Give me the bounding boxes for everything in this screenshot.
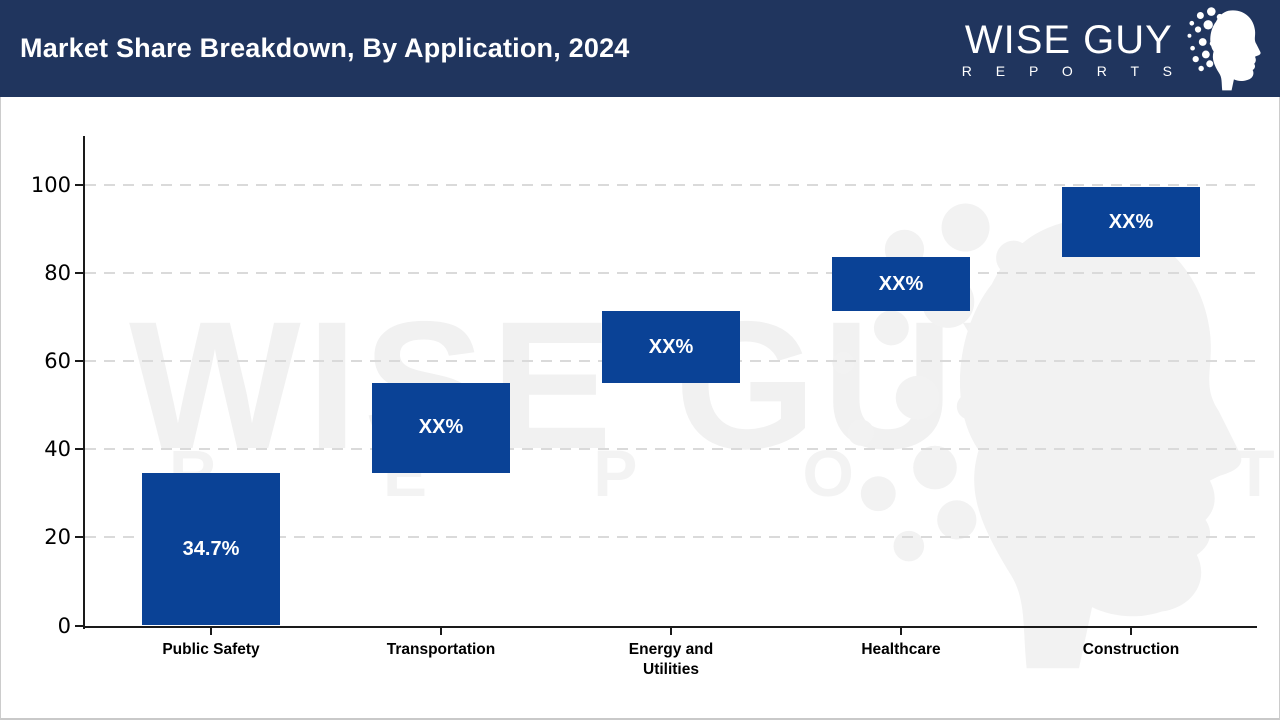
- ytick-mark-0: [75, 624, 83, 627]
- ytick-label-100: 100: [30, 173, 71, 197]
- gridline-100: [85, 184, 1256, 186]
- xtick-mark-public-safety: [210, 627, 212, 635]
- xtick-mark-healthcare: [900, 627, 902, 635]
- bar-transportation: XX%: [372, 383, 510, 473]
- header-bar: Market Share Breakdown, By Application, …: [0, 0, 1280, 97]
- xtick-mark-transportation: [440, 627, 442, 635]
- bar-value-label-construction: XX%: [1108, 210, 1154, 233]
- logo-subtext: R E P O R T S: [961, 62, 1182, 79]
- xtick-label-transportation: Transportation: [386, 640, 496, 658]
- xtick-label-healthcare: Healthcare: [861, 640, 941, 658]
- x-axis: [83, 625, 1257, 628]
- wiseguy-logo: WISE GUY R E P O R T S: [956, 6, 1262, 92]
- xtick-label-energy-and-utilities: Energy and Utilities: [628, 640, 714, 679]
- ytick-mark-80: [75, 272, 83, 275]
- ytick-mark-60: [75, 360, 83, 363]
- gridline-40: [85, 448, 1256, 451]
- bar-value-label-energy-and-utilities: XX%: [648, 335, 694, 358]
- bar-value-label-public-safety: 34.7%: [182, 537, 240, 560]
- logo-wordmark: WISE GUY: [964, 17, 1173, 62]
- bar-energy-and-utilities: XX%: [602, 310, 740, 384]
- bar-value-label-transportation: XX%: [418, 416, 464, 439]
- ytick-label-80: 80: [44, 261, 71, 286]
- bar-public-safety: 34.7%: [142, 472, 280, 626]
- gridline-20: [85, 536, 1256, 539]
- ytick-mark-40: [75, 448, 83, 451]
- xtick-mark-energy-and-utilities: [670, 627, 672, 635]
- bar-construction: XX%: [1062, 187, 1200, 258]
- xtick-label-public-safety: Public Safety: [162, 640, 260, 658]
- bar-healthcare: XX%: [832, 257, 970, 311]
- chart-canvas: WISE GUY R E P O R T S 02040608010034.7%…: [0, 97, 1280, 720]
- ytick-label-60: 60: [44, 349, 71, 374]
- ytick-mark-100: [75, 184, 83, 186]
- y-axis: [83, 136, 85, 629]
- bar-value-label-healthcare: XX%: [878, 272, 924, 295]
- page-title: Market Share Breakdown, By Application, …: [20, 33, 630, 63]
- ytick-label-40: 40: [44, 437, 71, 462]
- wiseguy-face-icon: [1187, 6, 1261, 90]
- ytick-mark-20: [75, 536, 83, 539]
- gridline-80: [85, 272, 1256, 275]
- xtick-mark-construction: [1130, 627, 1132, 635]
- ytick-label-20: 20: [44, 525, 71, 550]
- watermark-subtext: R E P O R T S: [169, 436, 1279, 510]
- ytick-label-0: 0: [57, 613, 71, 638]
- xtick-label-construction: Construction: [1082, 640, 1180, 658]
